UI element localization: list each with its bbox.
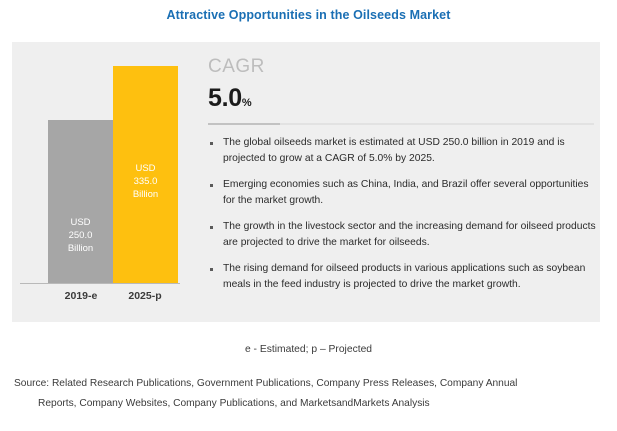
bar-label-2019-value: 250.0 — [68, 230, 93, 241]
highlights-list: The global oilseeds market is estimated … — [204, 135, 600, 303]
section-divider — [208, 123, 594, 125]
chart-plot-area: USD 250.0 Billion USD 335.0 Billion — [12, 42, 188, 283]
bar-label-2025-scale: Billion — [132, 189, 159, 200]
list-item: Emerging economies such as China, India,… — [204, 177, 600, 209]
x-axis-labels: 2019-e 2025-p — [12, 290, 188, 310]
cagr-number: 5.0 — [208, 84, 242, 112]
cagr-value: 5.0% — [208, 84, 252, 113]
content-area: CAGR 5.0% The global oilseeds market is … — [188, 42, 600, 322]
list-item: The global oilseeds market is estimated … — [204, 135, 600, 167]
page-title: Attractive Opportunities in the Oilseeds… — [166, 8, 451, 22]
bar-label-2025-value: 335.0 — [133, 176, 158, 187]
bar-label-2019: USD 250.0 Billion — [48, 216, 113, 255]
bar-chart: USD 250.0 Billion USD 335.0 Billion 2019… — [12, 42, 188, 322]
bar-2025: USD 335.0 Billion — [113, 66, 178, 283]
x-axis-tick-2019: 2019-e — [64, 290, 98, 302]
source-line-2: Reports, Company Websites, Company Publi… — [38, 398, 430, 409]
list-item: The growth in the livestock sector and t… — [204, 219, 600, 251]
source-line-1: Source: Related Research Publications, G… — [14, 378, 518, 389]
x-axis-line — [20, 283, 180, 284]
bar-label-2019-currency: USD — [70, 217, 91, 228]
bar-label-2025-currency: USD — [135, 163, 156, 174]
bar-2019: USD 250.0 Billion — [48, 120, 113, 283]
chart-footnote: e - Estimated; p – Projected — [244, 344, 373, 355]
source-note: Source: Related Research Publications, G… — [14, 374, 608, 414]
main-panel: USD 250.0 Billion USD 335.0 Billion 2019… — [12, 42, 600, 322]
list-item: The rising demand for oilseed products i… — [204, 261, 600, 293]
cagr-percent-symbol: % — [241, 97, 252, 109]
bar-label-2019-scale: Billion — [67, 243, 94, 254]
bar-label-2025: USD 335.0 Billion — [113, 162, 178, 201]
cagr-label: CAGR — [208, 56, 265, 77]
x-axis-tick-2025: 2025-p — [128, 290, 162, 302]
